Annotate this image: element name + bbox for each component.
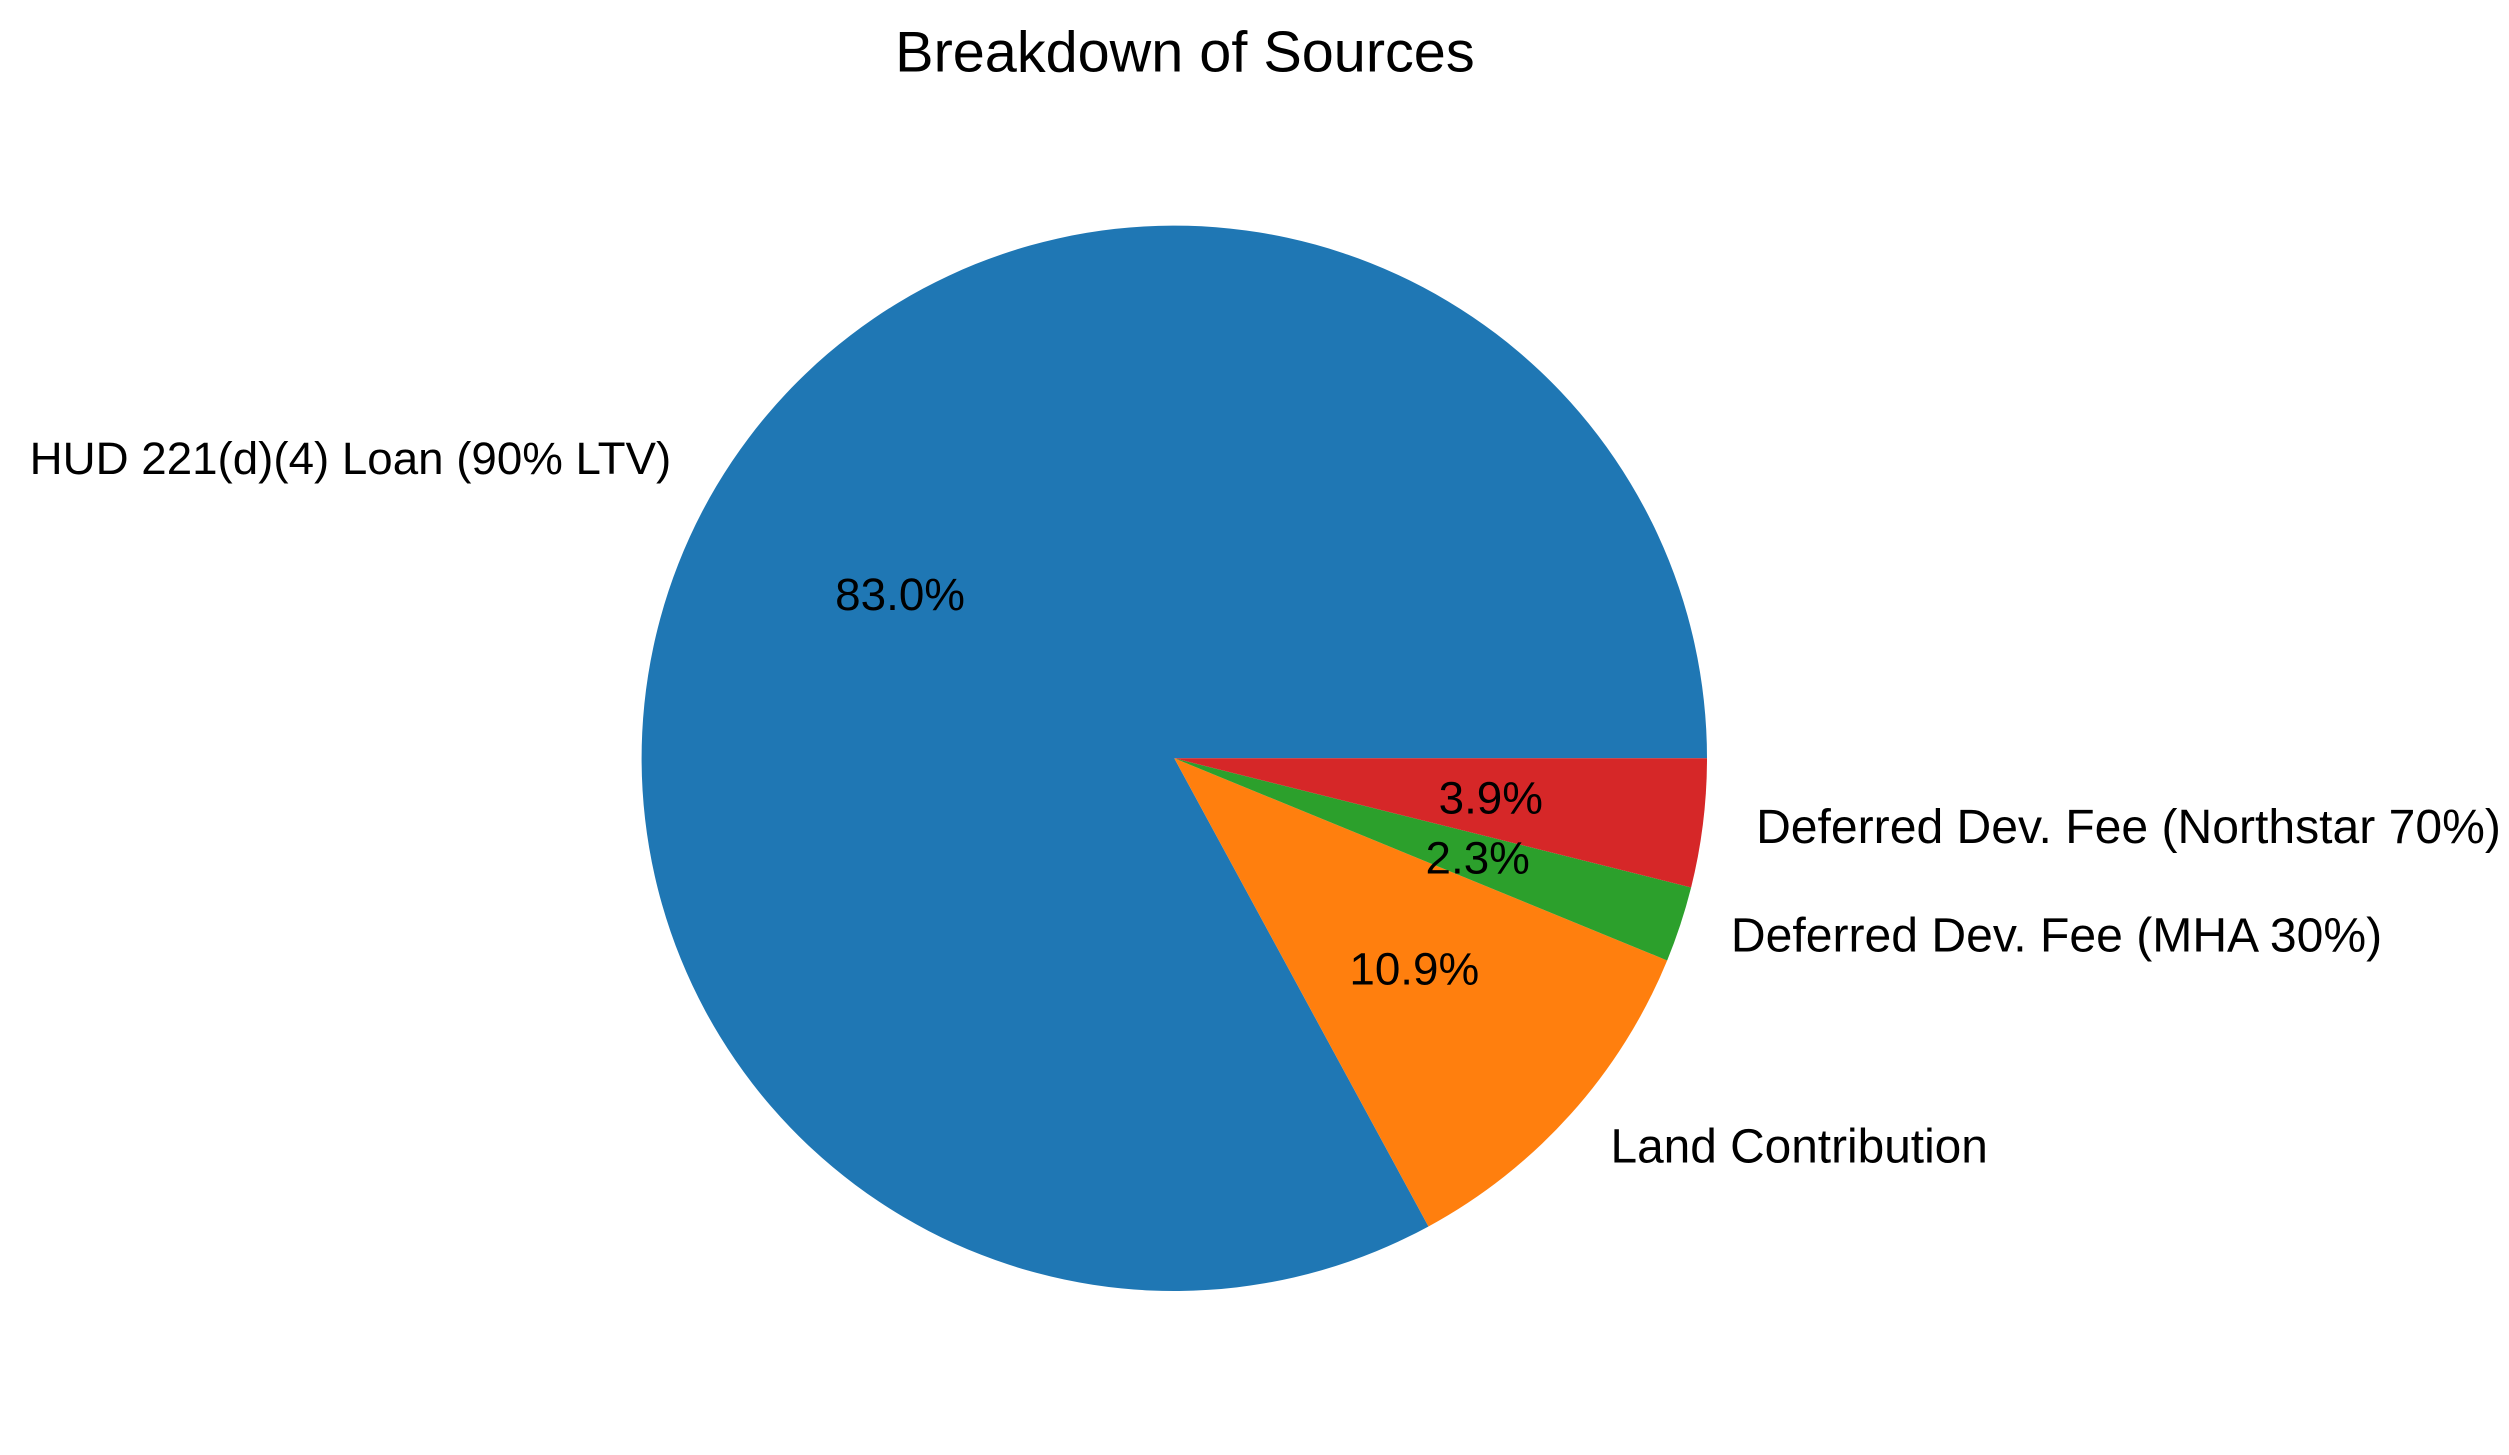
svg-text:2.3%: 2.3% xyxy=(1426,832,1530,883)
svg-text:3.9%: 3.9% xyxy=(1439,773,1543,824)
svg-text:Land Contribution: Land Contribution xyxy=(1611,1121,1988,1174)
svg-text:Deferred Dev. Fee (MHA 30%): Deferred Dev. Fee (MHA 30%) xyxy=(1731,909,2382,963)
svg-text:10.9%: 10.9% xyxy=(1349,943,1479,994)
svg-text:83.0%: 83.0% xyxy=(835,569,965,620)
svg-text:Breakdown of Sources: Breakdown of Sources xyxy=(895,20,1474,84)
svg-text:HUD 221(d)(4) Loan (90% LTV): HUD 221(d)(4) Loan (90% LTV) xyxy=(30,433,672,484)
svg-text:Deferred Dev. Fee (Northstar 7: Deferred Dev. Fee (Northstar 70%) xyxy=(1756,800,2501,854)
